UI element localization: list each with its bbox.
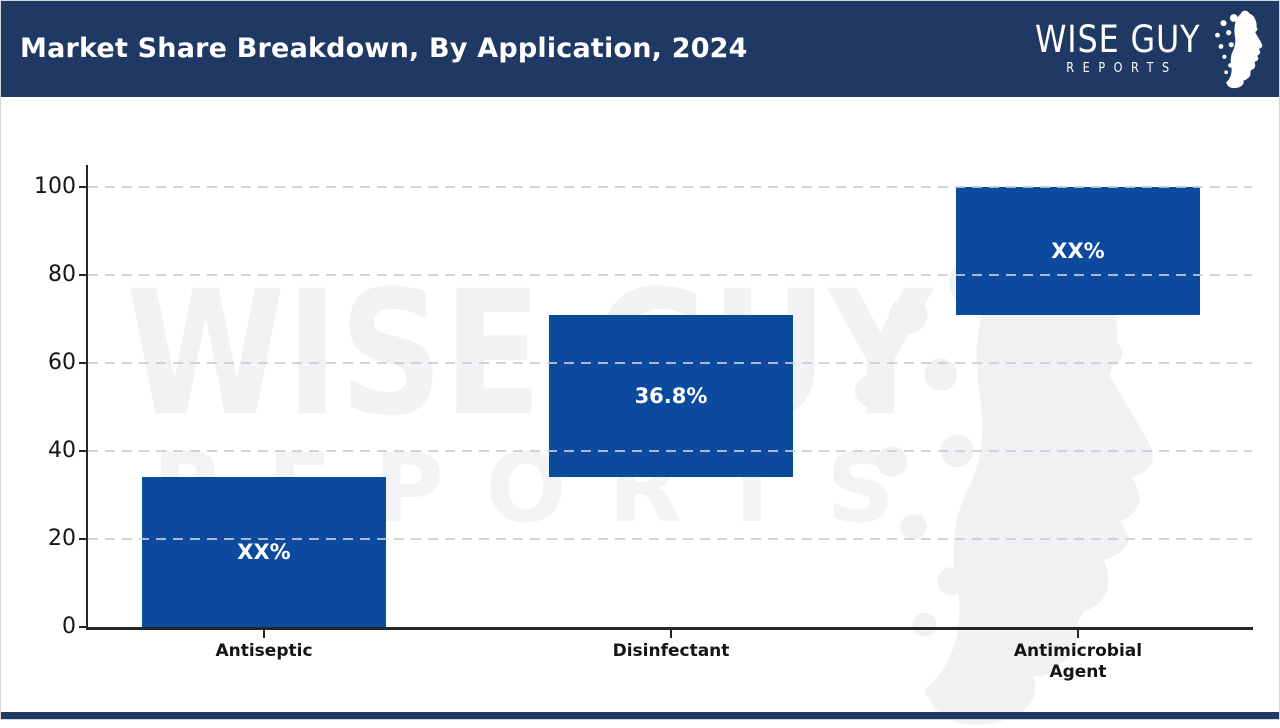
bar-antimicrobial-agent <box>956 187 1200 316</box>
y-tick-mark <box>79 362 87 364</box>
category-label-3: Antimicrobial Agent <box>1013 641 1143 683</box>
logo-text: WISE GUY REPORTS <box>1034 21 1200 76</box>
x-tick-mark <box>670 630 672 638</box>
x-tick-mark <box>263 630 265 638</box>
gridline-80 <box>88 274 1252 276</box>
gridline-100 <box>88 186 1252 188</box>
wiseguy-logo: WISE GUY REPORTS <box>1008 9 1264 89</box>
category-label-1: Antiseptic <box>215 641 313 661</box>
gridline-40 <box>88 450 1252 452</box>
chart-title: Market Share Breakdown, By Application, … <box>20 33 748 64</box>
logo-subtitle: REPORTS <box>1065 61 1178 76</box>
watermark-wordmark: WISE GUY <box>126 253 933 454</box>
y-tick-label: 80 <box>48 262 76 287</box>
y-tick-mark <box>79 538 87 540</box>
logo-wordmark: WISE GUY <box>1034 18 1200 61</box>
face-profile-dots-icon <box>1215 10 1263 88</box>
y-tick-mark <box>79 626 87 628</box>
bar-antiseptic <box>142 476 386 627</box>
bar-value-label: XX% <box>237 539 291 564</box>
y-tick-mark <box>79 450 87 452</box>
category-label-2: Disinfectant <box>612 641 730 661</box>
bar-value-label: XX% <box>1051 239 1105 264</box>
x-axis-line <box>86 627 1253 630</box>
bar-disinfectant <box>549 315 793 477</box>
y-tick-label: 20 <box>48 526 76 551</box>
title-banner: Market Share Breakdown, By Application, … <box>0 0 1280 97</box>
y-tick-mark <box>79 186 87 188</box>
y-tick-label: 60 <box>48 350 76 375</box>
y-tick-label: 40 <box>48 438 76 463</box>
y-tick-label: 0 <box>62 614 76 639</box>
footer-bar <box>0 712 1280 720</box>
y-tick-mark <box>79 274 87 276</box>
y-tick-label: 100 <box>34 174 76 199</box>
x-tick-mark <box>1077 630 1079 638</box>
y-axis-line <box>86 165 88 629</box>
gridline-20 <box>88 538 1252 540</box>
bar-value-label: 36.8% <box>634 384 708 408</box>
gridline-60 <box>88 362 1252 364</box>
